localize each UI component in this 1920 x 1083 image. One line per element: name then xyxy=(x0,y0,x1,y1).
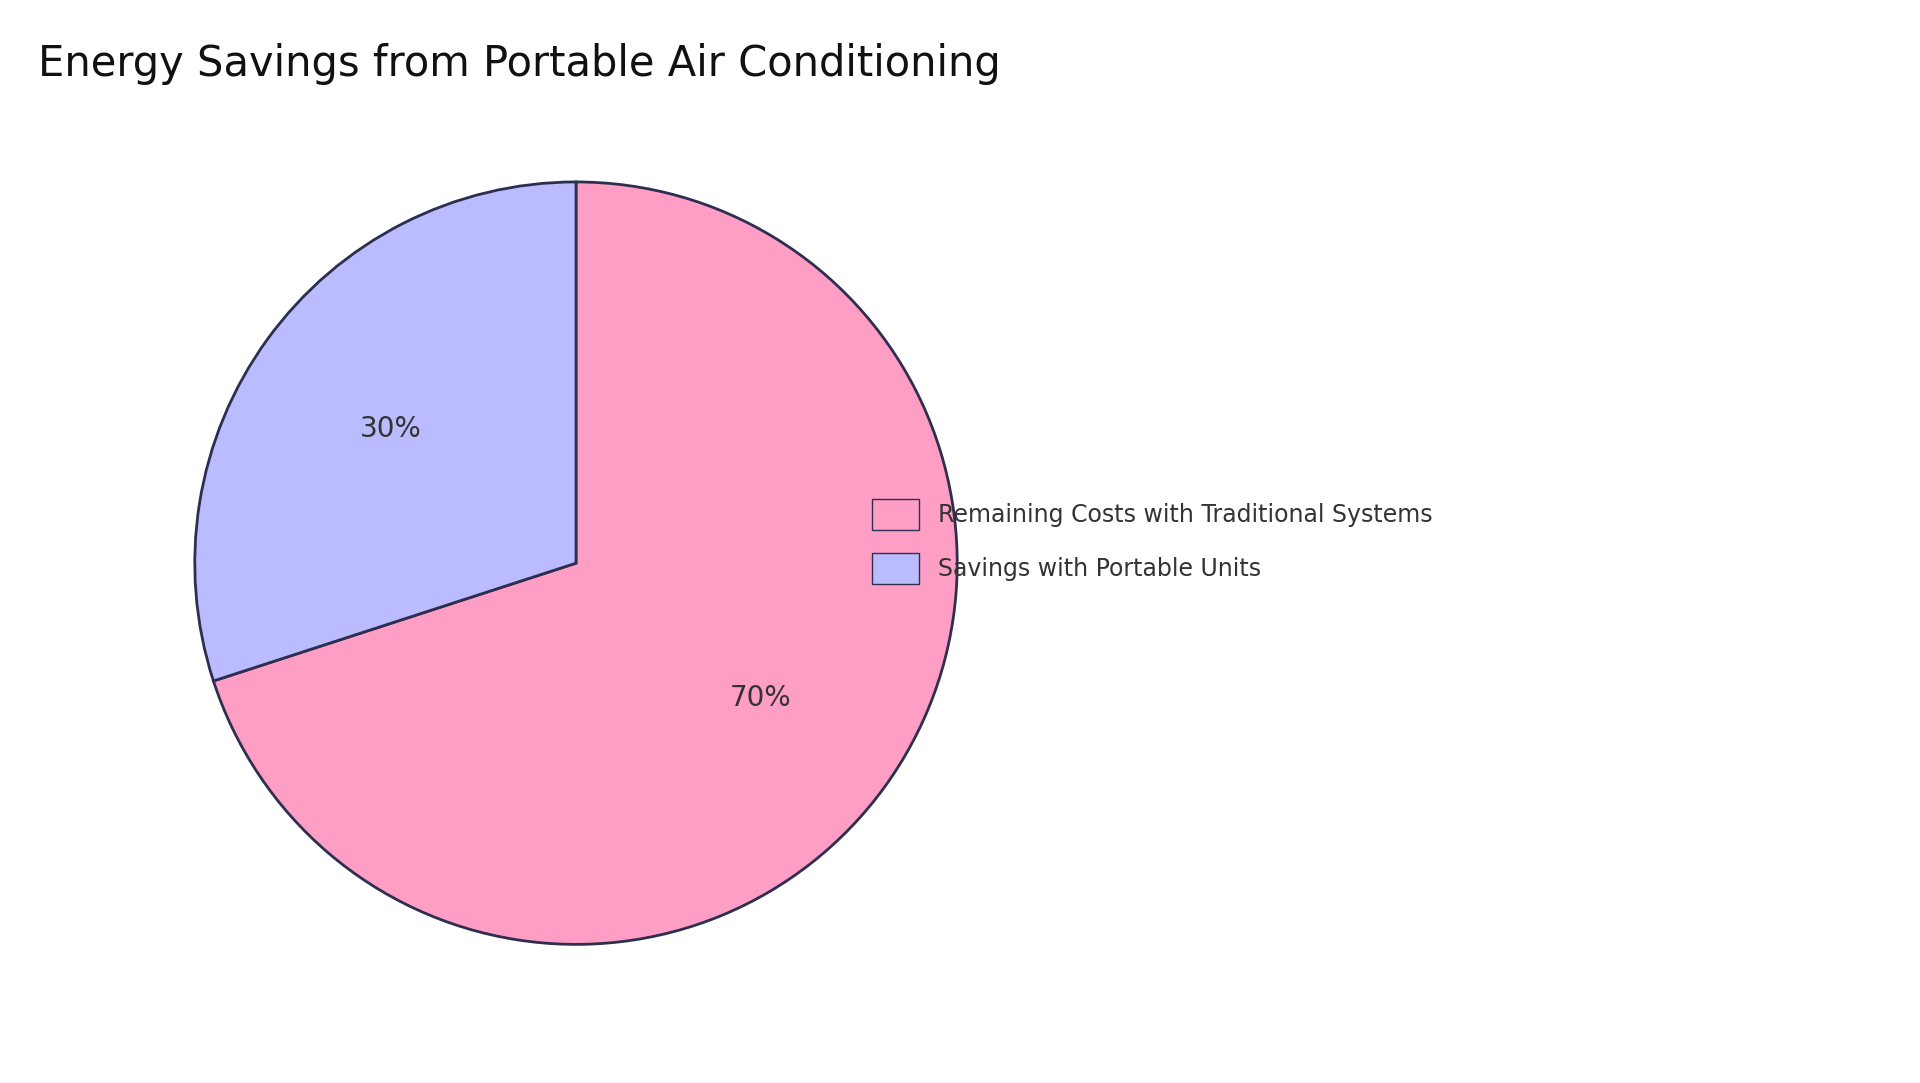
Wedge shape xyxy=(213,182,958,944)
Text: Energy Savings from Portable Air Conditioning: Energy Savings from Portable Air Conditi… xyxy=(38,43,1000,86)
Legend: Remaining Costs with Traditional Systems, Savings with Portable Units: Remaining Costs with Traditional Systems… xyxy=(860,487,1444,596)
Text: 30%: 30% xyxy=(361,415,422,443)
Text: 70%: 70% xyxy=(730,683,791,712)
Wedge shape xyxy=(194,182,576,681)
